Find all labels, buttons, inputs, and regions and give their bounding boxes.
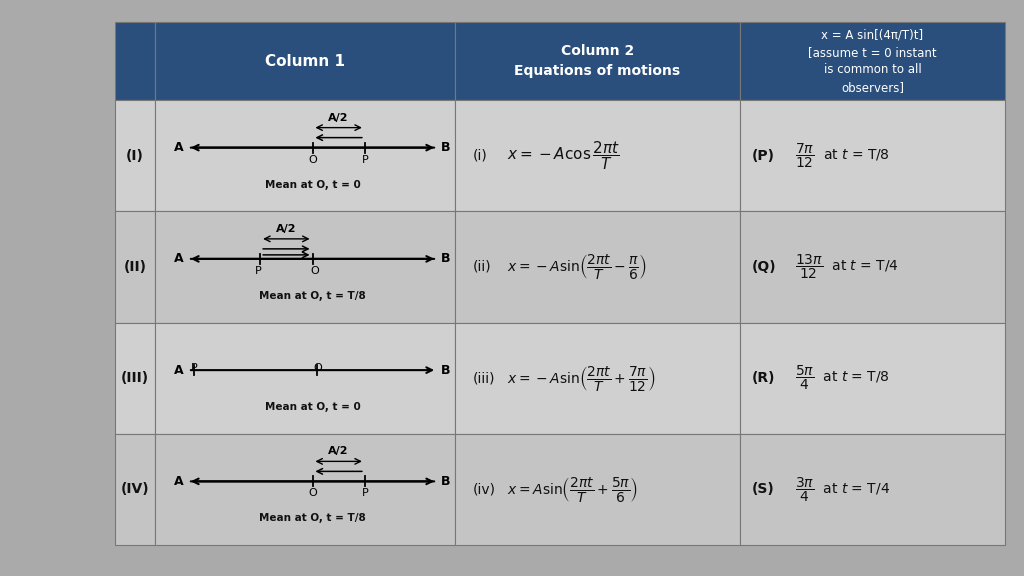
Bar: [155, 22, 455, 100]
Text: Mean at O, t = T/8: Mean at O, t = T/8: [259, 513, 366, 524]
Text: A: A: [174, 141, 184, 154]
Text: O: O: [308, 488, 316, 498]
Text: P: P: [190, 363, 198, 373]
Bar: [155, 100, 455, 211]
Bar: [455, 22, 740, 100]
Bar: [115, 211, 155, 323]
Text: P: P: [361, 154, 369, 165]
Bar: [740, 100, 1005, 211]
Text: (I): (I): [126, 149, 144, 162]
Text: (ii): (ii): [473, 260, 492, 274]
Text: P: P: [255, 266, 261, 276]
Text: B: B: [441, 475, 451, 488]
Text: O: O: [310, 266, 318, 276]
Text: $\dfrac{3\pi}{4}$  at $t$ = T/4: $\dfrac{3\pi}{4}$ at $t$ = T/4: [795, 475, 890, 503]
Bar: [155, 323, 455, 434]
Text: (P): (P): [752, 149, 775, 162]
Text: Mean at O, t = T/8: Mean at O, t = T/8: [259, 291, 366, 301]
Text: (iv): (iv): [473, 482, 496, 497]
Text: $\dfrac{7\pi}{12}$  at $t$ = T/8: $\dfrac{7\pi}{12}$ at $t$ = T/8: [795, 142, 890, 170]
Text: (S): (S): [752, 482, 775, 497]
Text: A: A: [174, 363, 184, 377]
Text: $\dfrac{13\pi}{12}$  at $t$ = T/4: $\dfrac{13\pi}{12}$ at $t$ = T/4: [795, 253, 899, 281]
Text: $x = -A\sin\!\left(\dfrac{2\pi t}{T} - \dfrac{\pi}{6}\right)$: $x = -A\sin\!\left(\dfrac{2\pi t}{T} - \…: [507, 252, 647, 281]
Text: Column 2
Equations of motions: Column 2 Equations of motions: [514, 44, 681, 78]
Bar: [455, 100, 740, 211]
Text: $\dfrac{5\pi}{4}$  at $t$ = T/8: $\dfrac{5\pi}{4}$ at $t$ = T/8: [795, 364, 889, 392]
Text: $x = A\sin\!\left(\dfrac{2\pi t}{T} + \dfrac{5\pi}{6}\right)$: $x = A\sin\!\left(\dfrac{2\pi t}{T} + \d…: [507, 475, 638, 504]
Text: (R): (R): [752, 371, 775, 385]
Bar: [115, 323, 155, 434]
Text: (IV): (IV): [121, 482, 150, 497]
Text: B: B: [441, 141, 451, 154]
Bar: [455, 323, 740, 434]
Text: x = A sin[(4π/T)t]
[assume t = 0 instant
is common to all
observers]: x = A sin[(4π/T)t] [assume t = 0 instant…: [808, 28, 937, 94]
Bar: [115, 22, 155, 100]
Text: A/2: A/2: [329, 113, 349, 123]
Bar: [455, 211, 740, 323]
Text: (iii): (iii): [473, 371, 496, 385]
Text: $x = -A\cos\dfrac{2\pi t}{T}$: $x = -A\cos\dfrac{2\pi t}{T}$: [507, 139, 620, 172]
Text: A/2: A/2: [329, 446, 349, 456]
Text: B: B: [441, 252, 451, 266]
Text: P: P: [361, 488, 369, 498]
Text: (II): (II): [124, 260, 146, 274]
Text: (i): (i): [473, 149, 487, 162]
Text: B: B: [441, 363, 451, 377]
Text: Column 1: Column 1: [265, 54, 345, 69]
Bar: [455, 434, 740, 545]
Bar: [155, 211, 455, 323]
Bar: [740, 323, 1005, 434]
Text: Mean at O, t = 0: Mean at O, t = 0: [264, 402, 360, 412]
Text: Mean at O, t = 0: Mean at O, t = 0: [264, 180, 360, 190]
Bar: [115, 434, 155, 545]
Text: (III): (III): [121, 371, 150, 385]
Text: O: O: [308, 154, 316, 165]
Bar: [740, 211, 1005, 323]
Text: $x = -A\sin\!\left(\dfrac{2\pi t}{T} + \dfrac{7\pi}{12}\right)$: $x = -A\sin\!\left(\dfrac{2\pi t}{T} + \…: [507, 363, 655, 393]
Text: O: O: [313, 363, 322, 373]
Bar: [115, 100, 155, 211]
Text: A/2: A/2: [276, 224, 297, 234]
Text: A: A: [174, 475, 184, 488]
Bar: [740, 22, 1005, 100]
Text: (Q): (Q): [752, 260, 776, 274]
Text: A: A: [174, 252, 184, 266]
Bar: [740, 434, 1005, 545]
Bar: [155, 434, 455, 545]
